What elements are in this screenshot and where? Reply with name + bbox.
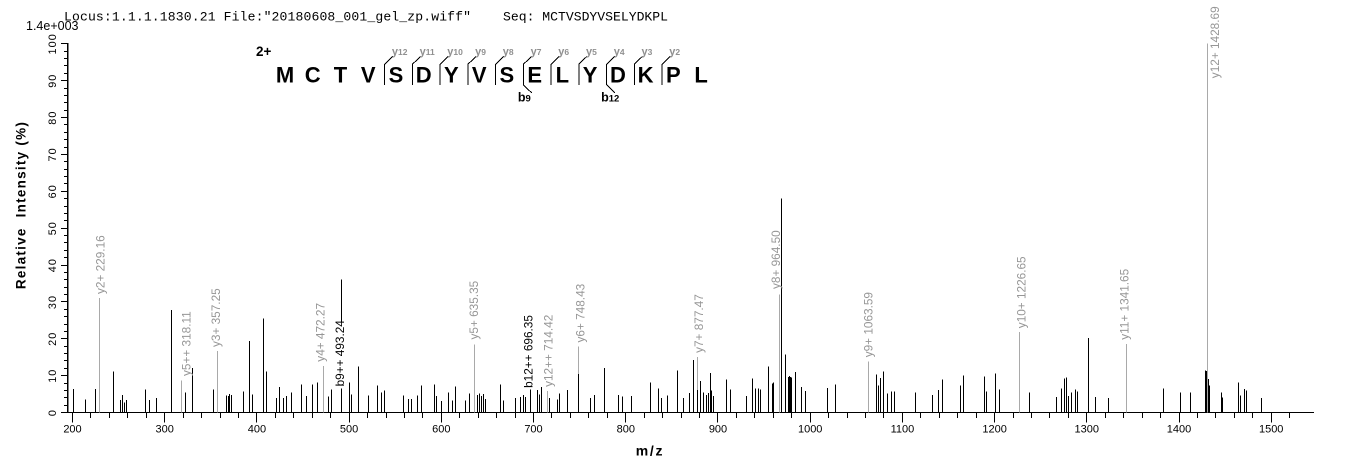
svg-text:30: 30 bbox=[47, 295, 59, 309]
svg-text:S: S bbox=[500, 63, 515, 88]
svg-text:Locus:1.1.1.1830.21 File:"2018: Locus:1.1.1.1830.21 File:"20180608_001_g… bbox=[64, 10, 471, 25]
svg-text:y8: y8 bbox=[503, 46, 514, 58]
svg-text:M: M bbox=[276, 63, 294, 88]
svg-text:D: D bbox=[416, 63, 432, 88]
svg-text:1000: 1000 bbox=[798, 424, 822, 436]
svg-text:b9++ 493.24: b9++ 493.24 bbox=[333, 320, 347, 387]
svg-text:y10: y10 bbox=[447, 46, 463, 58]
svg-text:y6+ 748.43: y6+ 748.43 bbox=[574, 283, 588, 342]
svg-text:Seq: MCTVSDYVSELYDKPL: Seq: MCTVSDYVSELYDKPL bbox=[503, 10, 668, 25]
svg-text:800: 800 bbox=[617, 424, 635, 436]
svg-text:400: 400 bbox=[248, 424, 266, 436]
svg-text:y3+ 357.25: y3+ 357.25 bbox=[209, 288, 223, 347]
svg-text:40: 40 bbox=[47, 258, 59, 272]
svg-text:2+: 2+ bbox=[256, 44, 272, 59]
svg-text:y11: y11 bbox=[420, 46, 435, 58]
svg-text:y2+ 229.16: y2+ 229.16 bbox=[94, 235, 108, 294]
svg-text:K: K bbox=[638, 63, 654, 88]
svg-text:Y: Y bbox=[444, 63, 459, 88]
svg-text:50: 50 bbox=[47, 221, 59, 235]
svg-text:90: 90 bbox=[47, 74, 59, 88]
svg-text:y7+ 877.47: y7+ 877.47 bbox=[692, 294, 706, 353]
svg-text:V: V bbox=[361, 63, 376, 88]
svg-text:y4+ 472.27: y4+ 472.27 bbox=[314, 303, 328, 362]
svg-text:1400: 1400 bbox=[1167, 424, 1191, 436]
svg-text:T: T bbox=[334, 63, 348, 88]
svg-text:y7: y7 bbox=[531, 46, 542, 58]
svg-text:y8+ 964.50: y8+ 964.50 bbox=[769, 230, 783, 289]
svg-text:b12++ 696.35: b12++ 696.35 bbox=[522, 315, 536, 388]
svg-text:700: 700 bbox=[524, 424, 542, 436]
svg-text:y10+ 1226.65: y10+ 1226.65 bbox=[1014, 256, 1028, 328]
svg-text:y9: y9 bbox=[475, 46, 486, 58]
svg-text:900: 900 bbox=[709, 424, 727, 436]
svg-text:y12++ 714.42: y12++ 714.42 bbox=[541, 315, 555, 387]
svg-text:100: 100 bbox=[47, 33, 59, 54]
svg-text:b9: b9 bbox=[518, 91, 531, 105]
svg-text:C: C bbox=[305, 63, 321, 88]
svg-text:10: 10 bbox=[47, 369, 59, 383]
svg-text:y5++ 318.11: y5++ 318.11 bbox=[180, 311, 194, 376]
svg-text:E: E bbox=[527, 63, 542, 88]
svg-text:y5: y5 bbox=[586, 46, 597, 58]
svg-text:V: V bbox=[472, 63, 487, 88]
svg-text:1.4e+003: 1.4e+003 bbox=[26, 19, 79, 33]
svg-text:60: 60 bbox=[47, 184, 59, 198]
svg-text:y12+ 1428.69: y12+ 1428.69 bbox=[1208, 6, 1222, 78]
svg-text:20: 20 bbox=[47, 332, 59, 346]
svg-text:y4: y4 bbox=[614, 46, 625, 58]
svg-text:Relative Intensity (%): Relative Intensity (%) bbox=[14, 121, 29, 289]
svg-text:L: L bbox=[556, 63, 569, 88]
svg-text:y11+ 1341.65: y11+ 1341.65 bbox=[1118, 268, 1132, 339]
svg-text:1100: 1100 bbox=[891, 424, 915, 436]
svg-text:b12: b12 bbox=[601, 91, 619, 105]
svg-text:y12: y12 bbox=[392, 46, 408, 58]
svg-text:1300: 1300 bbox=[1075, 424, 1099, 436]
svg-text:y9+ 1063.59: y9+ 1063.59 bbox=[862, 292, 876, 357]
svg-text:D: D bbox=[610, 63, 626, 88]
svg-text:1200: 1200 bbox=[982, 424, 1006, 436]
svg-text:P: P bbox=[666, 63, 681, 88]
svg-text:L: L bbox=[694, 63, 707, 88]
svg-text:70: 70 bbox=[47, 147, 59, 161]
svg-text:m/z: m/z bbox=[636, 443, 664, 459]
svg-text:600: 600 bbox=[432, 424, 450, 436]
svg-text:0: 0 bbox=[47, 409, 59, 416]
svg-text:Y: Y bbox=[583, 63, 598, 88]
svg-text:300: 300 bbox=[156, 424, 174, 436]
svg-text:y2: y2 bbox=[669, 46, 680, 58]
svg-text:80: 80 bbox=[47, 110, 59, 124]
svg-text:y5+ 635.35: y5+ 635.35 bbox=[467, 280, 481, 339]
svg-text:200: 200 bbox=[63, 424, 81, 436]
svg-text:500: 500 bbox=[340, 424, 358, 436]
svg-text:y6: y6 bbox=[558, 46, 569, 58]
svg-text:S: S bbox=[389, 63, 404, 88]
svg-text:1500: 1500 bbox=[1259, 424, 1283, 436]
svg-text:y3: y3 bbox=[642, 46, 653, 58]
